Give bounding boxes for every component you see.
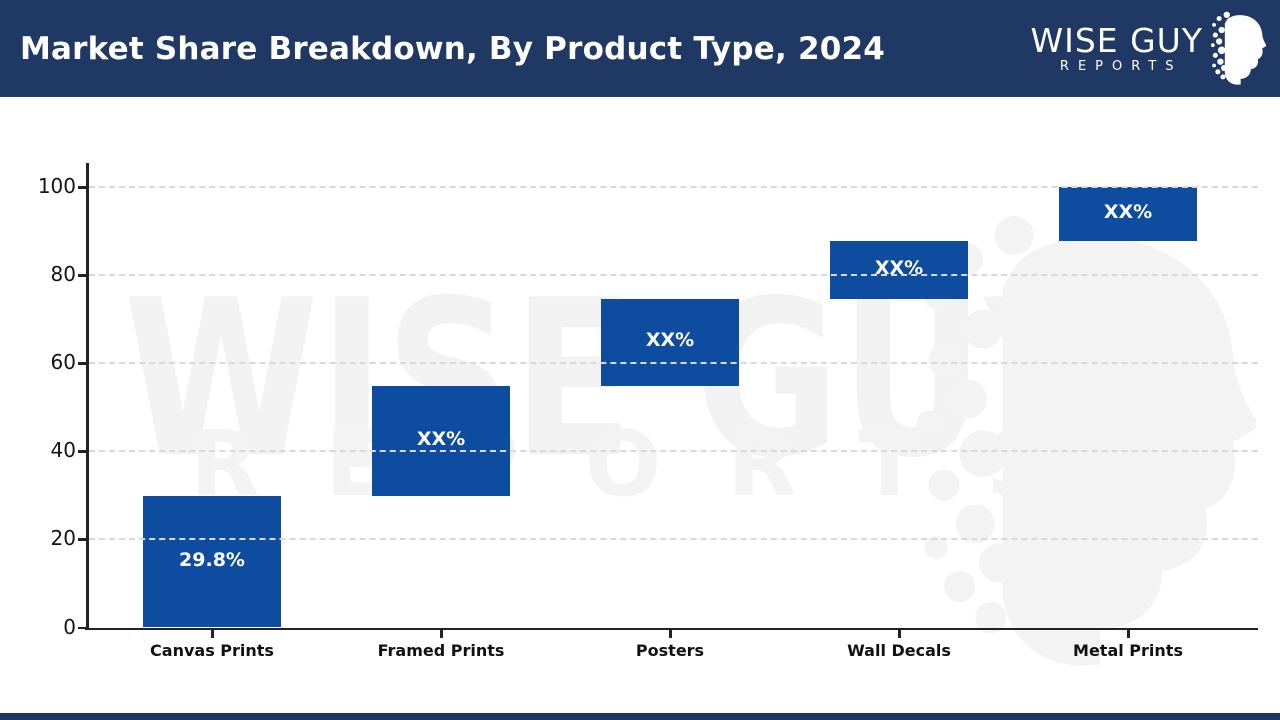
y-gridline: [89, 362, 1258, 365]
y-axis: [86, 163, 89, 630]
y-tick-mark: [78, 450, 87, 453]
bar-framed-prints: [372, 386, 510, 496]
logo-text: WISE GUY REPORTS: [1030, 20, 1203, 75]
bar-value-label: XX%: [416, 427, 466, 450]
y-tick-mark: [78, 186, 87, 189]
y-gridline: [89, 274, 1258, 277]
y-tick-label: 20: [50, 526, 76, 551]
bar-value-label: XX%: [1103, 201, 1153, 224]
y-tick-label: 80: [50, 262, 76, 287]
logo-wordmark: WISE GUY: [1030, 20, 1203, 60]
x-tick-mark: [898, 629, 901, 638]
header: Market Share Breakdown, By Product Type,…: [0, 0, 1280, 97]
bottom-bar: [0, 713, 1280, 720]
bar-value-label: XX%: [874, 257, 924, 280]
x-category-label: Metal Prints: [1073, 641, 1183, 660]
x-axis: [85, 627, 1258, 630]
bar-metal-prints: [1059, 187, 1197, 242]
face-profile-dots-icon: [1210, 11, 1266, 85]
x-category-label: Canvas Prints: [150, 641, 274, 660]
bar-canvas-prints: [143, 496, 281, 628]
y-tick-mark: [78, 362, 87, 365]
y-tick-label: 100: [37, 174, 76, 198]
bar-posters: [601, 299, 739, 386]
logo-subtitle: REPORTS: [1059, 58, 1183, 74]
x-category-label: Framed Prints: [377, 641, 505, 660]
wise-guy-logo: WISE GUY REPORTS: [1030, 6, 1266, 91]
x-tick-mark: [1127, 629, 1130, 638]
x-tick-mark: [440, 629, 443, 638]
y-tick-mark: [78, 538, 87, 541]
page-title: Market Share Breakdown, By Product Type,…: [20, 30, 886, 67]
bar-value-label: XX%: [645, 329, 695, 352]
bar-wall-decals: [830, 241, 968, 299]
y-tick-mark: [78, 626, 87, 629]
watermark-subtitle: REPORTS: [190, 412, 1117, 517]
y-tick-label: 40: [50, 438, 76, 463]
x-category-label: Posters: [635, 641, 705, 660]
y-tick-mark: [78, 274, 87, 277]
x-category-label: Wall Decals: [847, 641, 951, 660]
y-gridline: [89, 186, 1258, 188]
y-tick-label: 0: [63, 614, 76, 639]
y-gridline: [89, 538, 1258, 541]
x-tick-mark: [211, 629, 214, 638]
y-gridline: [89, 450, 1258, 453]
y-tick-label: 60: [50, 350, 76, 375]
bar-value-label: 29.8%: [179, 548, 245, 571]
x-tick-mark: [669, 629, 672, 638]
